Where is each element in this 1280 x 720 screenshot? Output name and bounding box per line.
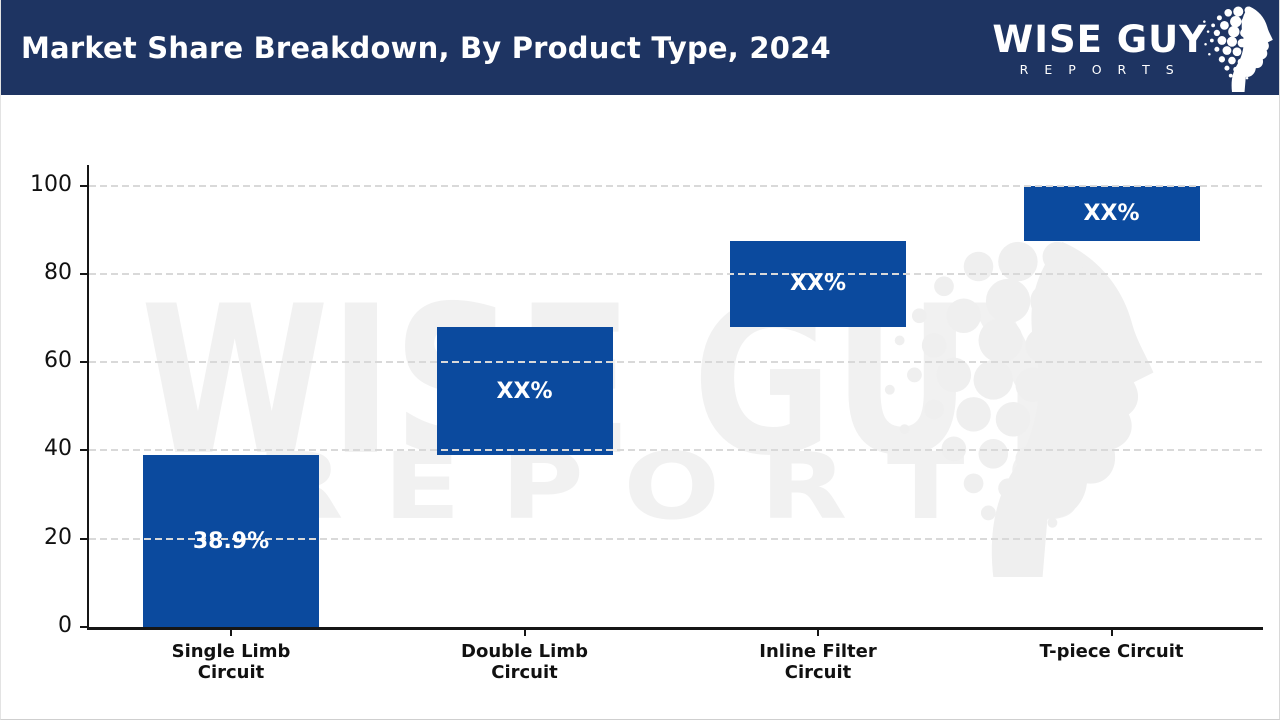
brand-logo-tagline: R E P O R T S [1019,61,1180,77]
bar-segment [143,455,319,627]
y-axis-tick [80,449,89,452]
x-axis-tick [817,627,819,636]
brand-logo-head-icon [1199,4,1275,92]
gridline [89,272,1263,275]
bar-segment [730,240,906,327]
y-axis-spine [87,165,89,629]
x-axis-tick [523,627,526,636]
bar-value-label: XX% [496,378,553,404]
bar-value-label: XX% [790,271,846,297]
x-category-label-line: Single Limb [171,641,291,662]
x-axis-spine [87,627,1263,630]
gridline [89,449,1263,452]
y-axis-tick [80,272,89,275]
gridline [89,184,1263,187]
y-tick-label: 0 [58,613,72,638]
brand-logo: WISE GUY R E P O R T S [992,3,1275,93]
x-category-label-line: T-piece Circuit [1039,641,1184,662]
bar-value-label: 38.9% [192,528,270,554]
x-category-label-line: Circuit [784,662,852,683]
x-category-label: Double Limb Circuit [385,641,665,683]
y-axis-tick [80,361,89,364]
bar-value-label: XX% [1083,200,1140,226]
x-category-label-line: Circuit [491,662,558,683]
y-axis-tick [80,184,89,187]
x-category-label: Inline Filter Circuit [678,641,958,683]
x-category-label: Single Limb Circuit [91,641,371,683]
x-axis-tick [230,627,232,636]
x-category-label-line: Double Limb [461,641,588,662]
page-title: Market Share Breakdown, By Product Type,… [21,30,831,65]
y-tick-label: 20 [44,524,72,550]
y-axis-tick [80,626,89,628]
y-tick-label: 100 [30,171,72,197]
x-axis-tick [1110,627,1113,636]
bar-segment [436,326,613,456]
y-axis-tick [80,537,89,540]
gridline [89,537,1263,540]
brand-logo-name: WISE GUY [992,17,1207,61]
x-category-label-line: Circuit [197,662,265,683]
y-tick-label: 80 [44,259,72,285]
y-tick-label: 40 [44,436,72,462]
x-category-label-line: Inline Filter [759,641,877,662]
gridline [89,361,1263,364]
header-bar: Market Share Breakdown, By Product Type,… [1,0,1279,95]
y-tick-label: 60 [44,348,72,374]
x-category-label: T-piece Circuit [972,641,1252,662]
brand-logo-text: WISE GUY R E P O R T S [992,17,1207,77]
bar-segment [1023,185,1200,241]
